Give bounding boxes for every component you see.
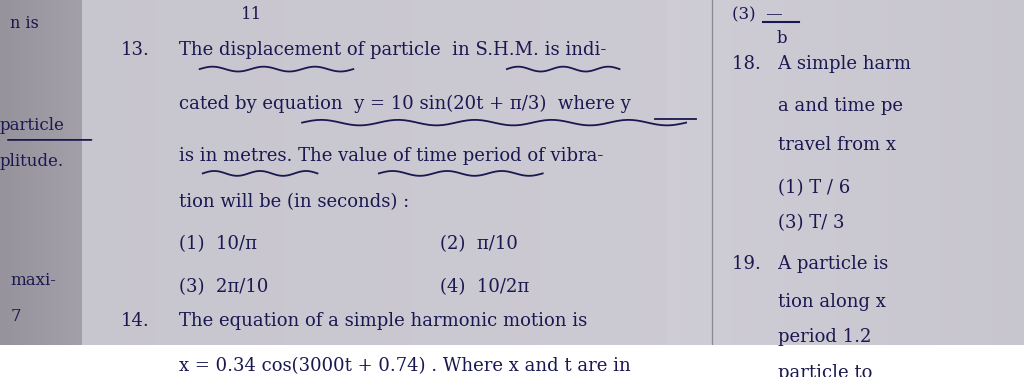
Text: particle: particle: [0, 116, 65, 133]
Text: b: b: [776, 30, 786, 47]
Text: The equation of a simple harmonic motion is: The equation of a simple harmonic motion…: [179, 313, 588, 330]
Text: tion along x: tion along x: [778, 293, 886, 311]
Text: 11: 11: [241, 6, 262, 23]
Text: (2)  π/10: (2) π/10: [440, 235, 518, 253]
Text: n is: n is: [10, 15, 39, 32]
Text: 18.   A simple harm: 18. A simple harm: [732, 55, 911, 73]
Text: travel from x: travel from x: [778, 136, 896, 154]
Text: (1) T / 6: (1) T / 6: [778, 179, 851, 198]
Text: tion will be (in seconds) :: tion will be (in seconds) :: [179, 193, 410, 211]
Text: (1)  10/π: (1) 10/π: [179, 235, 257, 253]
Text: 7: 7: [10, 308, 20, 325]
Text: maxi-: maxi-: [10, 272, 56, 289]
Text: 19.   A particle is: 19. A particle is: [732, 256, 889, 273]
Text: (4)  10/2π: (4) 10/2π: [440, 278, 529, 296]
Text: (3) T/ 3: (3) T/ 3: [778, 214, 845, 232]
Text: cated by equation  y = 10 sin(20t + π/3)  where y: cated by equation y = 10 sin(20t + π/3) …: [179, 95, 631, 113]
Text: particle to: particle to: [778, 364, 872, 377]
Text: period 1.2: period 1.2: [778, 328, 871, 346]
Text: 13.: 13.: [121, 41, 150, 59]
Text: a and time pe: a and time pe: [778, 97, 903, 115]
Text: x = 0.34 cos(3000t + 0.74) . Where x and t are in: x = 0.34 cos(3000t + 0.74) . Where x and…: [179, 357, 631, 375]
Text: (3)  —: (3) —: [732, 6, 783, 23]
Text: is in metres. The value of time period of vibra-: is in metres. The value of time period o…: [179, 147, 603, 165]
Text: plitude.: plitude.: [0, 153, 65, 170]
Text: (3)  2π/10: (3) 2π/10: [179, 278, 268, 296]
Text: 14.: 14.: [121, 313, 150, 330]
Text: The displacement of particle  in S.H.M. is indi-: The displacement of particle in S.H.M. i…: [179, 41, 606, 59]
